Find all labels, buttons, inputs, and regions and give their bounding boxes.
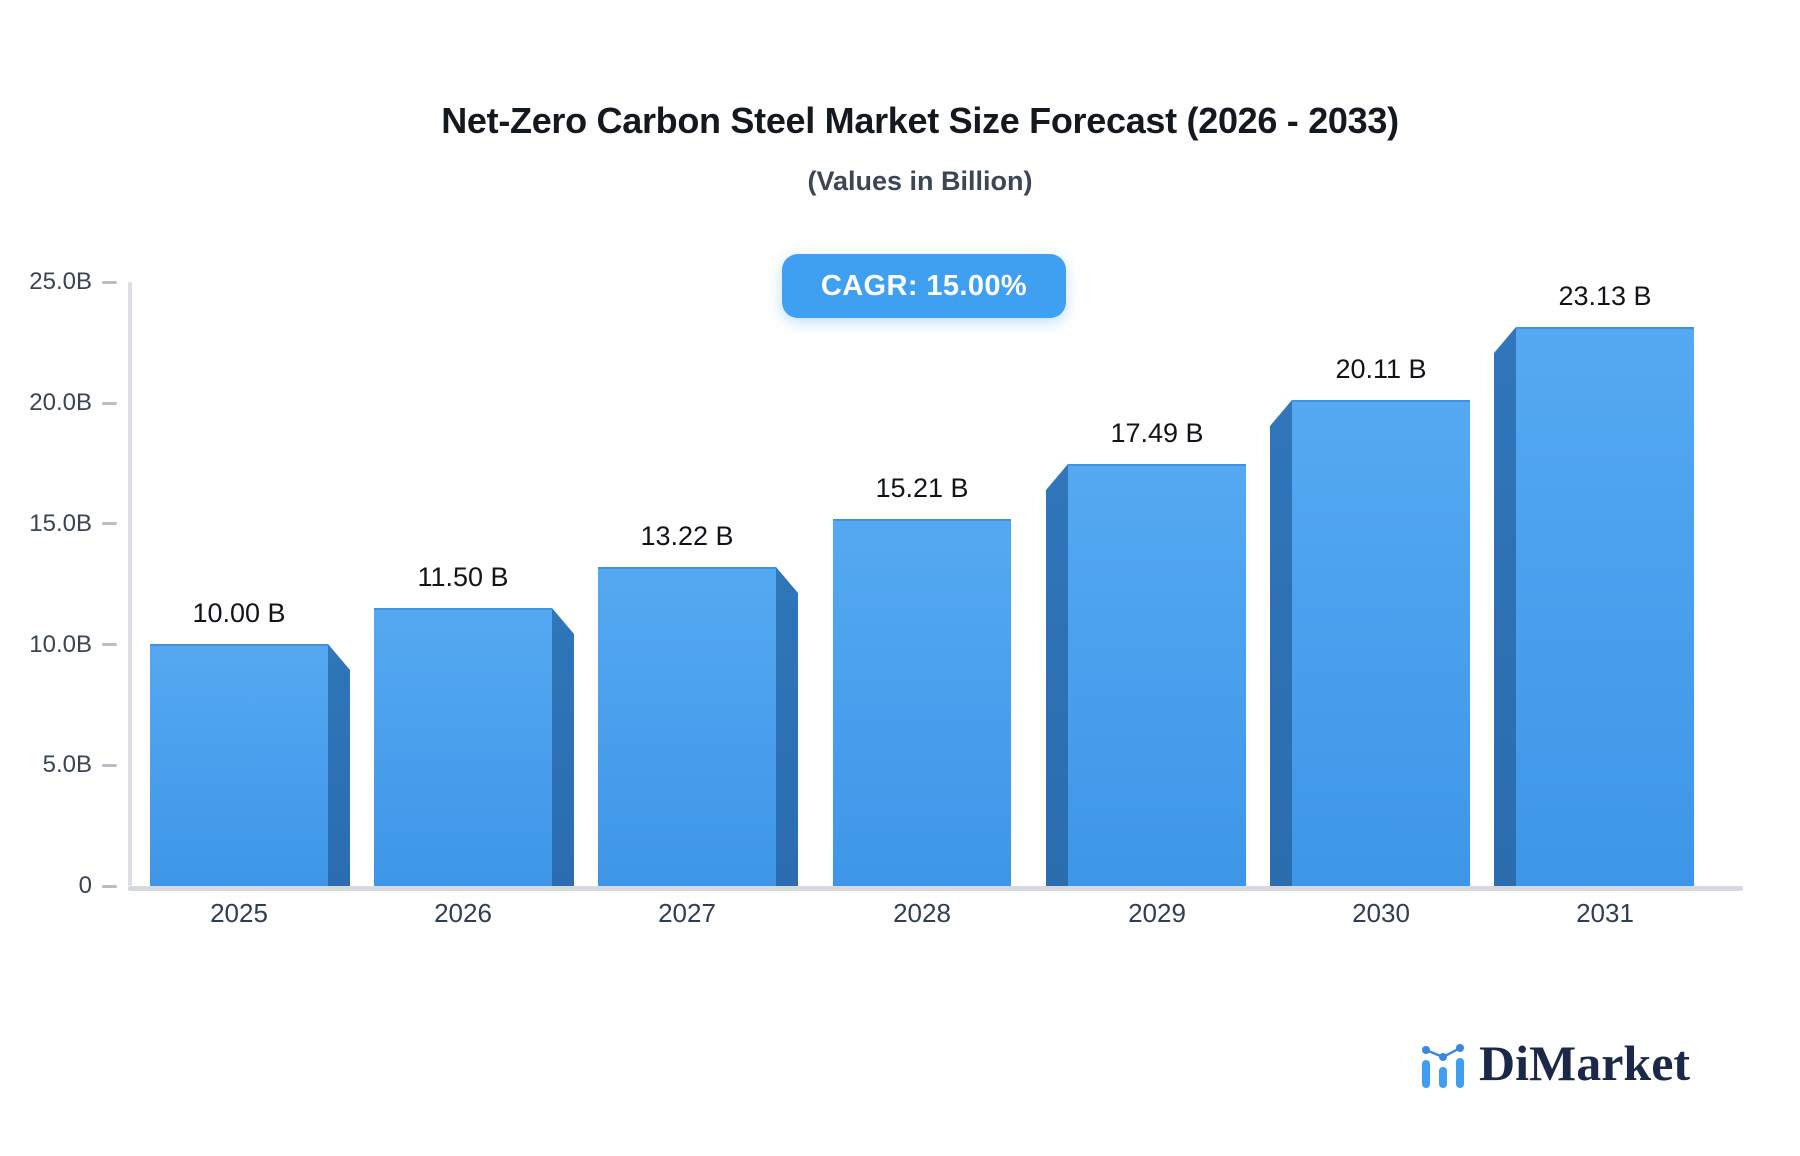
bar xyxy=(1494,327,1694,886)
y-axis-tick-mark xyxy=(102,643,117,646)
y-axis-tick-mark xyxy=(102,522,117,526)
bar-face xyxy=(833,519,1011,886)
x-axis-label: 2031 xyxy=(1576,898,1634,928)
x-axis-line xyxy=(128,886,1743,891)
bar-value-label: 15.21 B xyxy=(875,473,969,503)
x-axis-label: 2028 xyxy=(893,898,951,928)
bar xyxy=(374,608,574,886)
x-axis-label: 2025 xyxy=(210,898,268,928)
bar-value-label: 10.00 B xyxy=(192,598,286,628)
y-axis-tick-label: 15.0B xyxy=(29,509,92,537)
bar-value-label: 20.11 B xyxy=(1335,354,1427,384)
y-axis-tick-label: 5.0B xyxy=(42,751,92,779)
y-axis-tick-label: 10.0B xyxy=(29,630,92,658)
y-axis-tick-mark xyxy=(102,884,117,888)
bar xyxy=(822,519,1022,886)
bar-side-3d xyxy=(1046,464,1068,886)
brand-logo-text: DiMarket xyxy=(1479,1035,1691,1091)
chart-title: Net-Zero Carbon Steel Market Size Foreca… xyxy=(441,100,1399,141)
bar-value-label: 13.22 B xyxy=(640,521,734,551)
bar xyxy=(1270,400,1470,886)
y-axis-tick-mark xyxy=(102,401,117,405)
bar-face xyxy=(1068,464,1246,886)
bar-side-3d xyxy=(1270,400,1292,886)
y-axis-tick-label: 20.0B xyxy=(29,389,92,416)
bar-chart-sparkline-icon xyxy=(1422,1044,1464,1088)
y-axis-tick-label: 25.0B xyxy=(29,268,92,296)
bar-face xyxy=(374,608,552,886)
bar-side-3d xyxy=(776,567,798,886)
x-axis-label: 2026 xyxy=(434,898,492,928)
bar xyxy=(150,644,350,886)
bar-value-label: 17.49 B xyxy=(1110,418,1204,448)
cagr-badge: CAGR: 15.00% xyxy=(782,254,1066,318)
bar-side-3d xyxy=(552,608,574,886)
bar xyxy=(598,567,798,886)
bar-face xyxy=(1292,400,1470,886)
y-axis-tick-mark xyxy=(102,280,117,284)
bar-value-label: 11.50 B xyxy=(417,562,509,592)
bar-face xyxy=(1516,327,1694,886)
brand-logo: DiMarket xyxy=(1421,1038,1690,1088)
chart-subtitle: (Values in Billion) xyxy=(807,166,1033,196)
y-axis-tick-label: 0 xyxy=(78,872,92,899)
x-axis-label: 2030 xyxy=(1352,898,1410,928)
y-axis-line xyxy=(128,282,132,886)
bar-value-label: 23.13 B xyxy=(1558,281,1652,311)
bar-side-3d xyxy=(328,644,350,886)
x-axis-label: 2029 xyxy=(1128,898,1186,928)
x-axis-label: 2027 xyxy=(658,898,716,928)
bar-face xyxy=(150,644,328,886)
bar-face xyxy=(598,567,776,886)
y-axis-tick-mark xyxy=(102,763,117,767)
bar-side-3d xyxy=(1494,327,1516,886)
bar xyxy=(1046,464,1246,886)
